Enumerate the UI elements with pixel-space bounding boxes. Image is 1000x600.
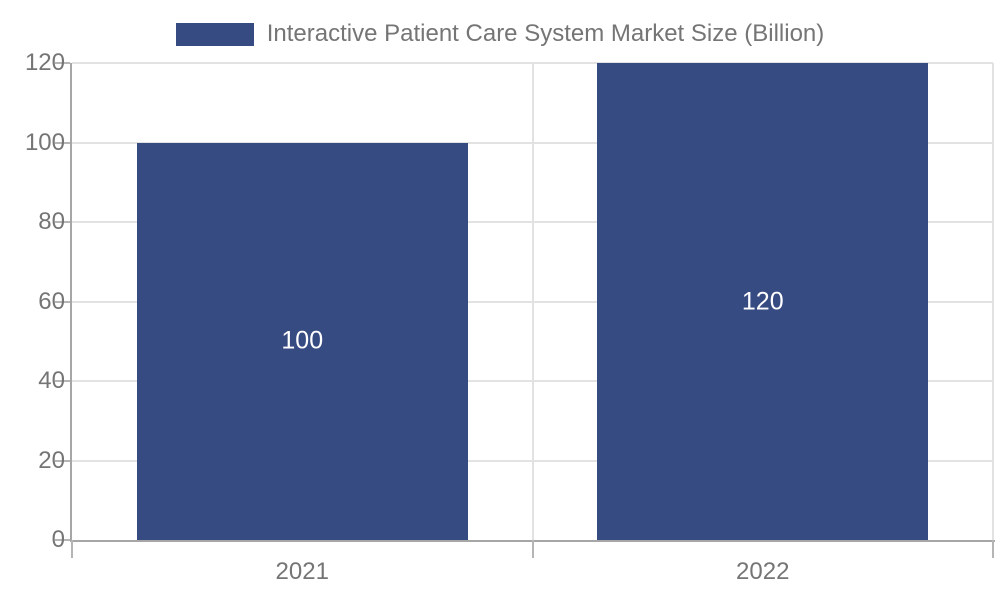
- legend-swatch: [175, 22, 254, 46]
- bar-value-label-2022: 120: [741, 287, 784, 315]
- x-tick-0: [71, 540, 73, 558]
- y-tick-label-80: 80: [38, 208, 65, 235]
- x-axis-label-2021: 2021: [275, 558, 329, 585]
- chart-legend: Interactive Patient Care System Market S…: [0, 20, 1000, 48]
- bar-value-label-2021: 100: [281, 326, 324, 355]
- y-tick-0: [55, 539, 70, 541]
- y-tick-label-20: 20: [38, 446, 65, 474]
- y-tick-label-0: 0: [51, 526, 65, 553]
- y-tick-label-60: 60: [38, 287, 65, 315]
- x-axis-label-2022: 2022: [736, 558, 790, 585]
- y-tick-60: [55, 300, 70, 303]
- bar-2021: [136, 142, 468, 540]
- legend-label: Interactive Patient Care System Market S…: [266, 20, 825, 47]
- y-tick-label-100: 100: [24, 128, 65, 156]
- bar-2022: [597, 63, 929, 540]
- plot-area: 100 120: [55, 62, 995, 558]
- x-tick-2: [992, 540, 994, 558]
- y-tick-20: [55, 459, 70, 462]
- y-axis-line: [70, 63, 72, 542]
- y-tick-100: [55, 141, 70, 144]
- y-tick-120: [55, 62, 70, 64]
- y-tick-80: [55, 221, 70, 223]
- y-tick-label-40: 40: [38, 367, 65, 394]
- y-tick-label-120: 120: [24, 49, 65, 76]
- x-tick-1: [531, 540, 534, 558]
- y-tick-40: [55, 380, 70, 382]
- gridline-x-1: [531, 63, 534, 540]
- gridline-x-2: [992, 63, 994, 540]
